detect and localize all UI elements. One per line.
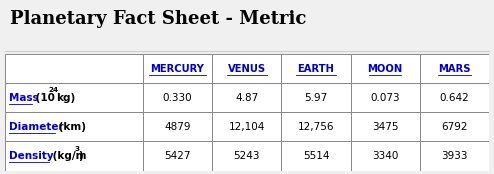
Bar [282, 141, 351, 171]
Bar [212, 112, 282, 141]
Text: 0.642: 0.642 [440, 93, 469, 103]
Bar [5, 54, 143, 83]
Text: Planetary Fact Sheet - Metric: Planetary Fact Sheet - Metric [10, 10, 306, 28]
Text: 24: 24 [49, 87, 59, 93]
Text: Density: Density [9, 151, 53, 161]
Text: MARS: MARS [438, 64, 471, 73]
Text: 5514: 5514 [303, 151, 329, 161]
Bar [282, 83, 351, 112]
Text: EARTH: EARTH [297, 64, 334, 73]
Text: 5427: 5427 [165, 151, 191, 161]
Text: 4.87: 4.87 [235, 93, 258, 103]
Text: kg): kg) [56, 93, 75, 103]
Text: 3: 3 [75, 146, 80, 152]
Text: (kg/m: (kg/m [49, 151, 86, 161]
Text: 5243: 5243 [234, 151, 260, 161]
Bar [143, 54, 212, 83]
Text: 12,756: 12,756 [298, 122, 334, 132]
Text: (km): (km) [54, 122, 85, 132]
Text: 12,104: 12,104 [229, 122, 265, 132]
Text: 6792: 6792 [441, 122, 468, 132]
Bar [212, 54, 282, 83]
Bar [212, 141, 282, 171]
Bar [351, 112, 420, 141]
Bar [5, 112, 143, 141]
Bar [143, 141, 212, 171]
Bar [143, 83, 212, 112]
Bar [5, 141, 143, 171]
Text: VENUS: VENUS [228, 64, 266, 73]
Text: 3475: 3475 [372, 122, 399, 132]
Bar [212, 83, 282, 112]
Text: 0.330: 0.330 [163, 93, 192, 103]
Text: 3340: 3340 [372, 151, 398, 161]
Text: Diameter: Diameter [9, 122, 63, 132]
Bar [420, 83, 489, 112]
Bar [143, 112, 212, 141]
Text: ): ) [78, 151, 82, 161]
Bar [420, 54, 489, 83]
Bar [5, 83, 143, 112]
Text: 4879: 4879 [165, 122, 191, 132]
Bar [420, 112, 489, 141]
Bar [351, 54, 420, 83]
Text: (10: (10 [32, 93, 54, 103]
Bar [351, 141, 420, 171]
Text: 3933: 3933 [441, 151, 468, 161]
Text: 0.073: 0.073 [370, 93, 400, 103]
Text: Mass: Mass [9, 93, 39, 103]
Bar [420, 141, 489, 171]
Bar [282, 54, 351, 83]
Text: MOON: MOON [368, 64, 403, 73]
Bar [351, 83, 420, 112]
Text: 5.97: 5.97 [304, 93, 328, 103]
Bar [282, 112, 351, 141]
Text: MERCURY: MERCURY [151, 64, 205, 73]
